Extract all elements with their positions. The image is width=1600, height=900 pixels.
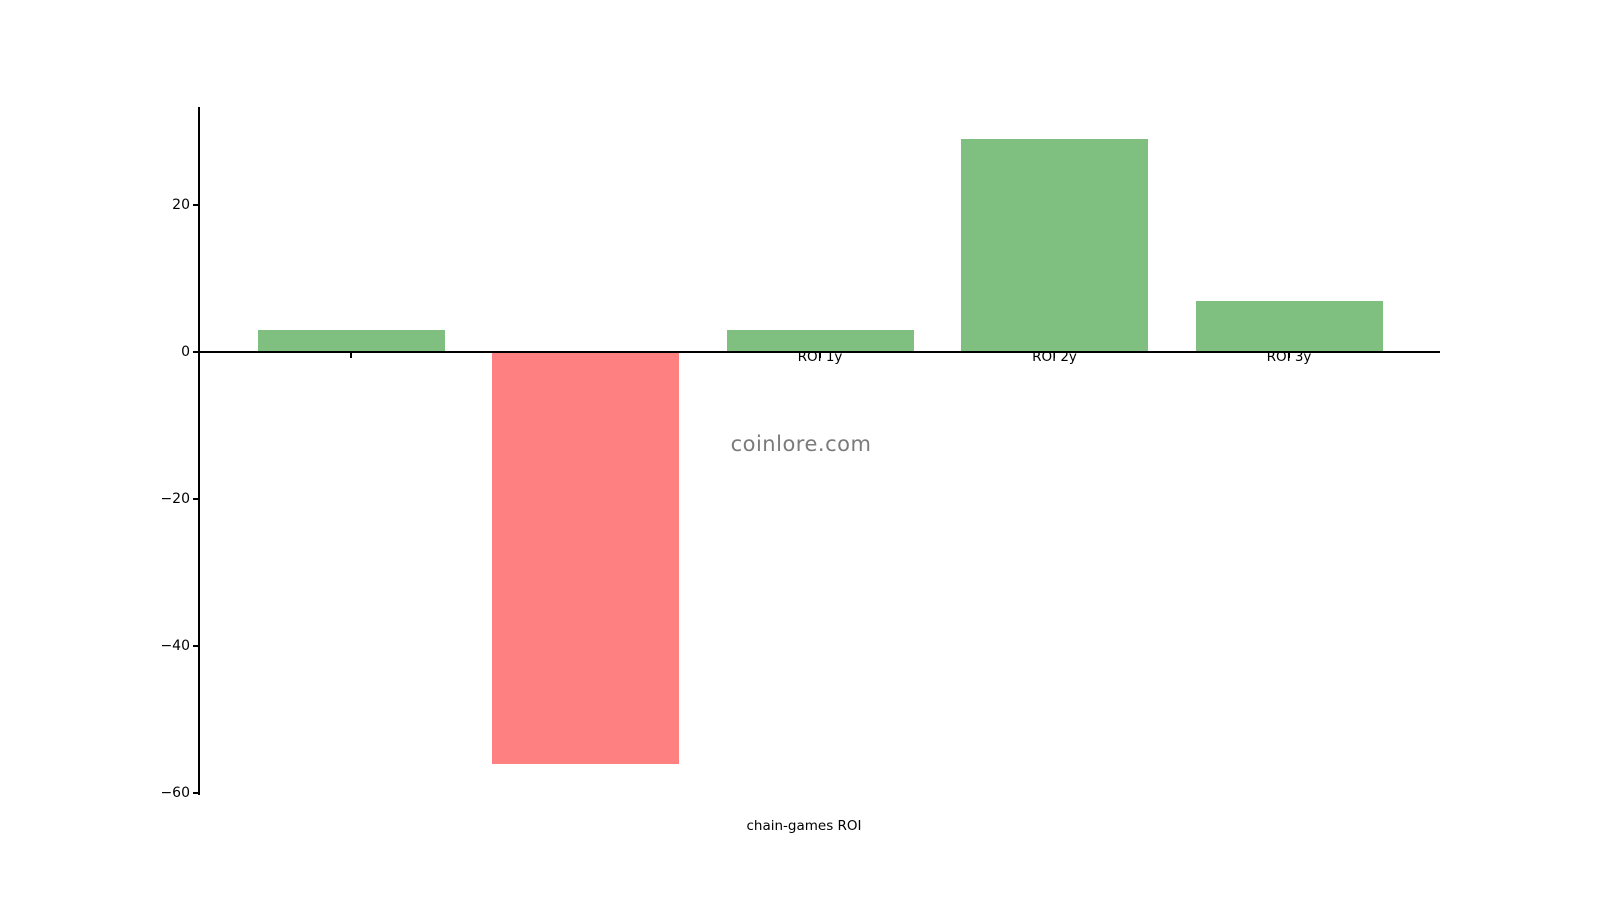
bar-2 [492,352,679,764]
y-tick-mark [193,498,198,500]
x-tick-mark [1288,352,1290,358]
y-tick-mark [193,351,198,353]
y-tick-label: −60 [160,785,190,801]
y-tick-mark [193,792,198,794]
y-tick-label: 20 [172,197,190,213]
y-axis-line [198,107,200,796]
x-axis-title: chain-games ROI [746,818,862,834]
y-tick-label: −20 [160,491,190,507]
x-tick-label: ROI 1y [797,349,843,365]
x-tick-label: ROI 2y [1032,349,1077,365]
x-tick-mark [350,352,352,358]
y-tick-label: 0 [181,344,190,360]
bar-roi-2y [961,138,1148,352]
watermark-text: coinlore.com [730,432,872,456]
y-tick-label: −40 [160,638,190,654]
x-tick-mark [1053,352,1056,358]
bar-roi-3y [1195,300,1383,352]
x-tick-mark [819,352,821,358]
y-tick-mark [193,204,198,206]
y-tick-mark [193,645,198,647]
x-axis-line [198,351,1440,353]
bar-1 [257,329,445,352]
x-tick-label: ROI 3y [1266,349,1312,365]
bar-roi-1y [726,329,914,352]
